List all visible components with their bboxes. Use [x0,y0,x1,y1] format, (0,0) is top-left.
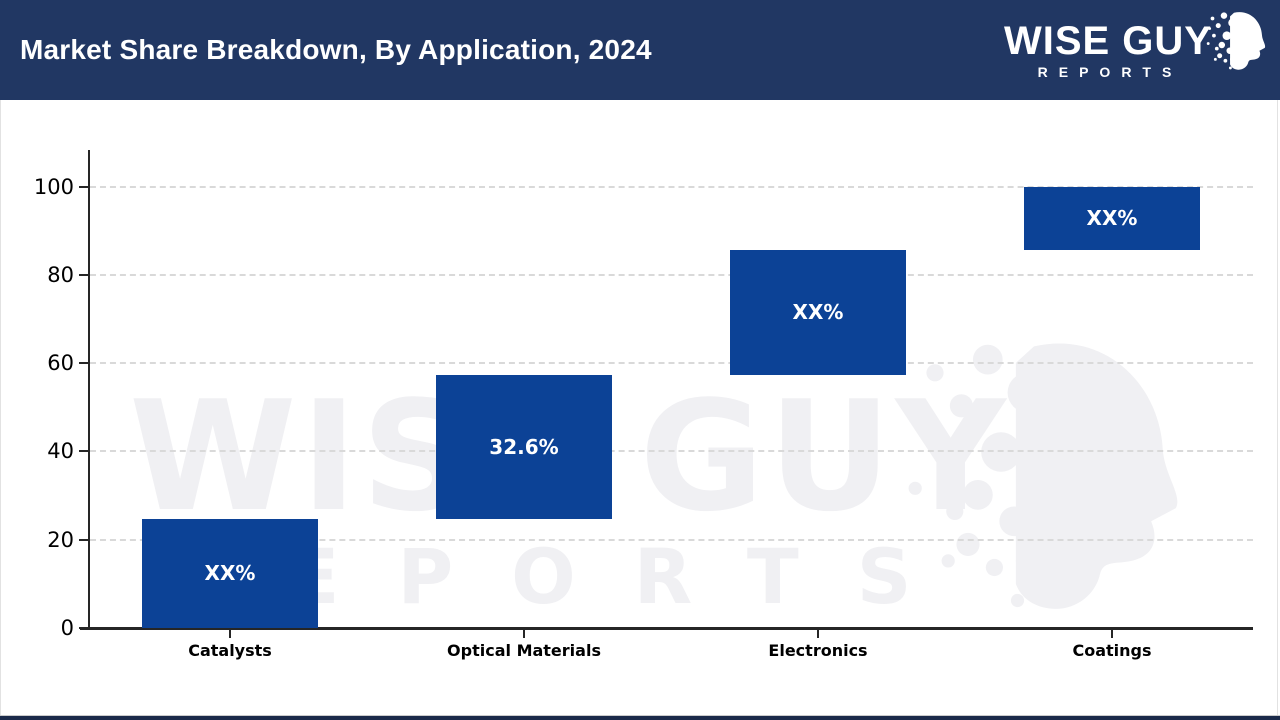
y-tick-label-80: 80 [47,262,74,287]
y-tick-label-100: 100 [33,174,74,199]
dotted-head-icon [1206,12,1266,70]
bar-electronics: XX% [730,250,906,375]
chart-title: Market Share Breakdown, By Application, … [20,34,652,65]
y-tick-60 [79,362,88,365]
bar-optical-materials: 32.6% [436,374,612,519]
bar-catalysts: XX% [142,518,318,628]
footer-bar [0,715,1280,720]
x-tick-electronics [817,629,819,638]
x-tick-coatings [1111,629,1113,638]
y-tick-label-40: 40 [47,439,74,464]
x-axis-label-electronics: Electronics [768,641,868,660]
gridline-100 [90,185,1253,188]
y-tick-label-60: 60 [47,351,74,376]
y-tick-40 [79,450,88,453]
gridline-20 [90,538,1253,541]
y-tick-20 [79,538,88,541]
logo-text: WISE GUY REPORTS [1004,21,1212,80]
gridline-60 [90,362,1253,365]
watermark-head-icon [908,343,1178,609]
bar-coatings: XX% [1024,186,1200,251]
wiseguy-logo: WISE GUY REPORTS [1004,7,1270,93]
x-tick-catalysts [229,629,231,638]
x-axis-label-catalysts: Catalysts [188,641,272,660]
logo-wordmark: WISE GUY [1003,18,1212,63]
bar-value-label-electronics: XX% [792,300,844,325]
x-axis-label-optical-materials: Optical Materials [447,641,601,660]
y-tick-label-20: 20 [47,527,74,552]
y-tick-80 [79,273,88,276]
x-tick-optical-materials [523,629,525,638]
report-header: Market Share Breakdown, By Application, … [0,0,1280,100]
bar-value-label-coatings: XX% [1086,206,1138,231]
bar-value-label-catalysts: XX% [204,561,256,586]
x-axis-line [80,627,1253,630]
y-axis-spine [88,150,90,630]
gridline-40 [90,450,1253,453]
gridline-80 [90,273,1253,276]
y-tick-label-0: 0 [60,616,74,640]
x-axis-label-coatings: Coatings [1072,641,1152,660]
y-tick-100 [79,185,88,188]
logo-subtext: REPORTS [1037,63,1183,80]
bar-value-label-optical-materials: 32.6% [489,434,559,459]
